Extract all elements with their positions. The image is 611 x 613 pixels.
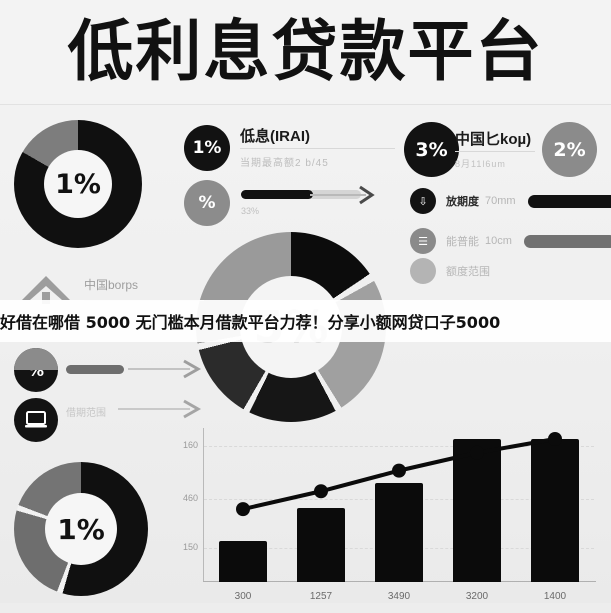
footer-strip: [0, 603, 611, 613]
row-range-label: 额度范围: [446, 266, 490, 278]
row-amount-label: 能普能: [446, 236, 479, 248]
arrow-right-icon-3: [118, 399, 202, 419]
bar: [452, 439, 502, 582]
progress-fill: [241, 190, 313, 199]
donut-bottom-left-value: 1%: [57, 512, 105, 546]
bar: [374, 483, 424, 582]
badge-low-rate: 1%: [184, 125, 230, 171]
header: 低利息贷款平台: [0, 0, 611, 105]
trend-line-marker: [392, 463, 406, 478]
row-period-sub: 70mm: [485, 195, 516, 207]
calendar-icon: ☰: [410, 228, 436, 254]
bar: [530, 439, 580, 582]
label-china-title: 中国匕koµ): [455, 131, 532, 148]
donut-bottom-left-hole: 1%: [45, 493, 117, 565]
donut-center-hole: 1%: [44, 150, 112, 218]
label-china-corps: 中国borps: [84, 278, 139, 292]
download-icon: ⇩: [410, 188, 436, 214]
home-icon: [22, 276, 70, 304]
x-axis-tick-label: 300: [234, 591, 252, 602]
badge-percent-label: %: [198, 193, 216, 213]
row-period-bar: [527, 194, 611, 208]
badge-china-rate-alt: 2%: [542, 122, 597, 177]
article-title-text: 好借在哪借 5000 无门槛本月借款平台力荐！分享小额网贷口子5000: [0, 313, 501, 332]
y-axis-tick-label: 150: [182, 542, 198, 553]
x-axis-tick-label: 3490: [387, 591, 411, 602]
bar: [296, 507, 346, 582]
trend-line-marker: [236, 502, 250, 517]
divider-china: [455, 151, 535, 152]
segment-bar-mid: [66, 365, 124, 374]
label-loan-period: 借期范围: [66, 408, 106, 419]
bar: [218, 540, 268, 582]
label-low-interest: 低息(IRAI): [240, 128, 310, 145]
y-axis-tick-label: 460: [182, 492, 198, 503]
progress-value-label: 33%: [241, 206, 260, 216]
label-low-interest-sub: 当期最高额2 b/45: [240, 158, 329, 169]
donut-top-left-value: 1%: [55, 168, 101, 200]
x-axis-tick-label: 1257: [309, 591, 333, 602]
row-amount: ☰ 能普能 10cm: [410, 228, 611, 254]
laptop-icon: [14, 398, 58, 442]
percent-icon-cap: [14, 348, 58, 370]
laptop-glyph: [25, 411, 47, 428]
row-period-label: 放期度: [446, 196, 479, 208]
badge-percent-symbol: %: [184, 180, 230, 226]
page-title: 低利息贷款平台: [67, 13, 544, 90]
circle-icon: [410, 258, 436, 284]
article-title-banner: 好借在哪借 5000 无门槛本月借款平台力荐！分享小额网贷口子5000: [0, 300, 611, 342]
x-axis-tick-label: 3200: [465, 591, 489, 602]
arrow-right-icon-2: [128, 359, 202, 379]
x-axis-tick-label: 1400: [543, 591, 567, 602]
donut-chart-top-left: 1%: [14, 120, 142, 248]
badge-china-rate: 3%: [404, 122, 459, 177]
arrow-right-icon: [310, 185, 375, 205]
y-axis: [203, 428, 204, 582]
row-amount-sub: 10cm: [485, 235, 512, 247]
trend-line-marker: [314, 484, 328, 499]
donut-chart-bottom-left: 1%: [14, 462, 148, 596]
row-range: 额度范围: [410, 258, 490, 284]
badge-china-rate-alt-label: 2%: [553, 138, 586, 161]
y-axis-tick-label: 160: [182, 440, 198, 451]
bar-chart: 160 460 150 300 1257 3490 3200 1400: [160, 424, 600, 604]
row-period: ⇩ 放期度 70mm: [410, 188, 611, 214]
divider-low-interest: [240, 148, 395, 149]
badge-china-rate-label: 3%: [415, 138, 448, 161]
badge-low-rate-label: 1%: [192, 138, 222, 158]
label-china-sub: 8月11l6um: [455, 159, 506, 169]
row-amount-bar: [523, 234, 611, 248]
